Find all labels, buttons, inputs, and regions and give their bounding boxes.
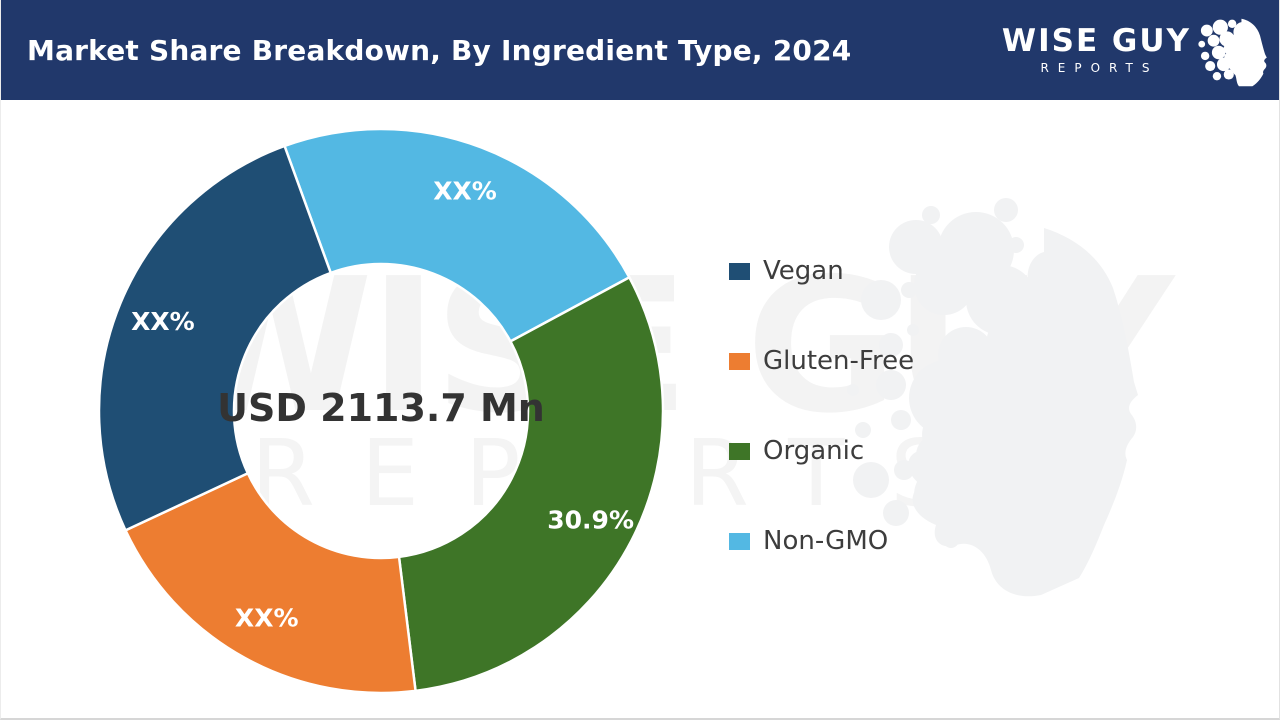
- legend-swatch: [729, 442, 750, 460]
- logo-text: WISE GUY REPORTS: [1001, 22, 1191, 75]
- legend-item-organic[interactable]: Organic: [729, 435, 914, 467]
- legend-item-vegan[interactable]: Vegan: [729, 255, 914, 287]
- donut-segment-non-gmo[interactable]: [283, 127, 631, 343]
- legend-label: Vegan: [763, 256, 844, 286]
- legend-label: Organic: [763, 436, 865, 466]
- chart-legend: Vegan Gluten-Free Organic Non-GMO: [729, 255, 914, 615]
- logo-head-icon: [1198, 18, 1267, 87]
- page-title: Market Share Breakdown, By Ingredient Ty…: [27, 33, 852, 67]
- slice-label-organic: 30.9%: [547, 505, 634, 534]
- legend-swatch: [729, 352, 750, 370]
- donut-center-total: USD 2113.7 Mn: [217, 386, 545, 430]
- wise-guy-reports-logo: WISE GUY REPORTS: [1001, 8, 1279, 92]
- legend-label: Gluten-Free: [763, 346, 915, 376]
- legend-item-gluten-free[interactable]: Gluten-Free: [729, 345, 914, 377]
- donut-segment-organic[interactable]: [397, 276, 665, 693]
- logo-wordmark: WISE GUY: [1001, 22, 1191, 59]
- legend-item-non-gmo[interactable]: Non-GMO: [729, 525, 914, 557]
- slice-label-non-gmo: XX%: [433, 176, 497, 205]
- donut-segment-vegan[interactable]: [97, 144, 332, 532]
- legend-swatch: [729, 262, 750, 280]
- header: Market Share Breakdown, By Ingredient Ty…: [1, 0, 1279, 100]
- logo-subtitle: REPORTS: [1040, 60, 1159, 75]
- slice-label-gluten-free: XX%: [235, 603, 299, 632]
- slice-label-vegan: XX%: [131, 307, 195, 336]
- legend-label: Non-GMO: [763, 526, 889, 556]
- donut-segment-gluten-free[interactable]: [124, 471, 417, 695]
- legend-swatch: [729, 532, 750, 550]
